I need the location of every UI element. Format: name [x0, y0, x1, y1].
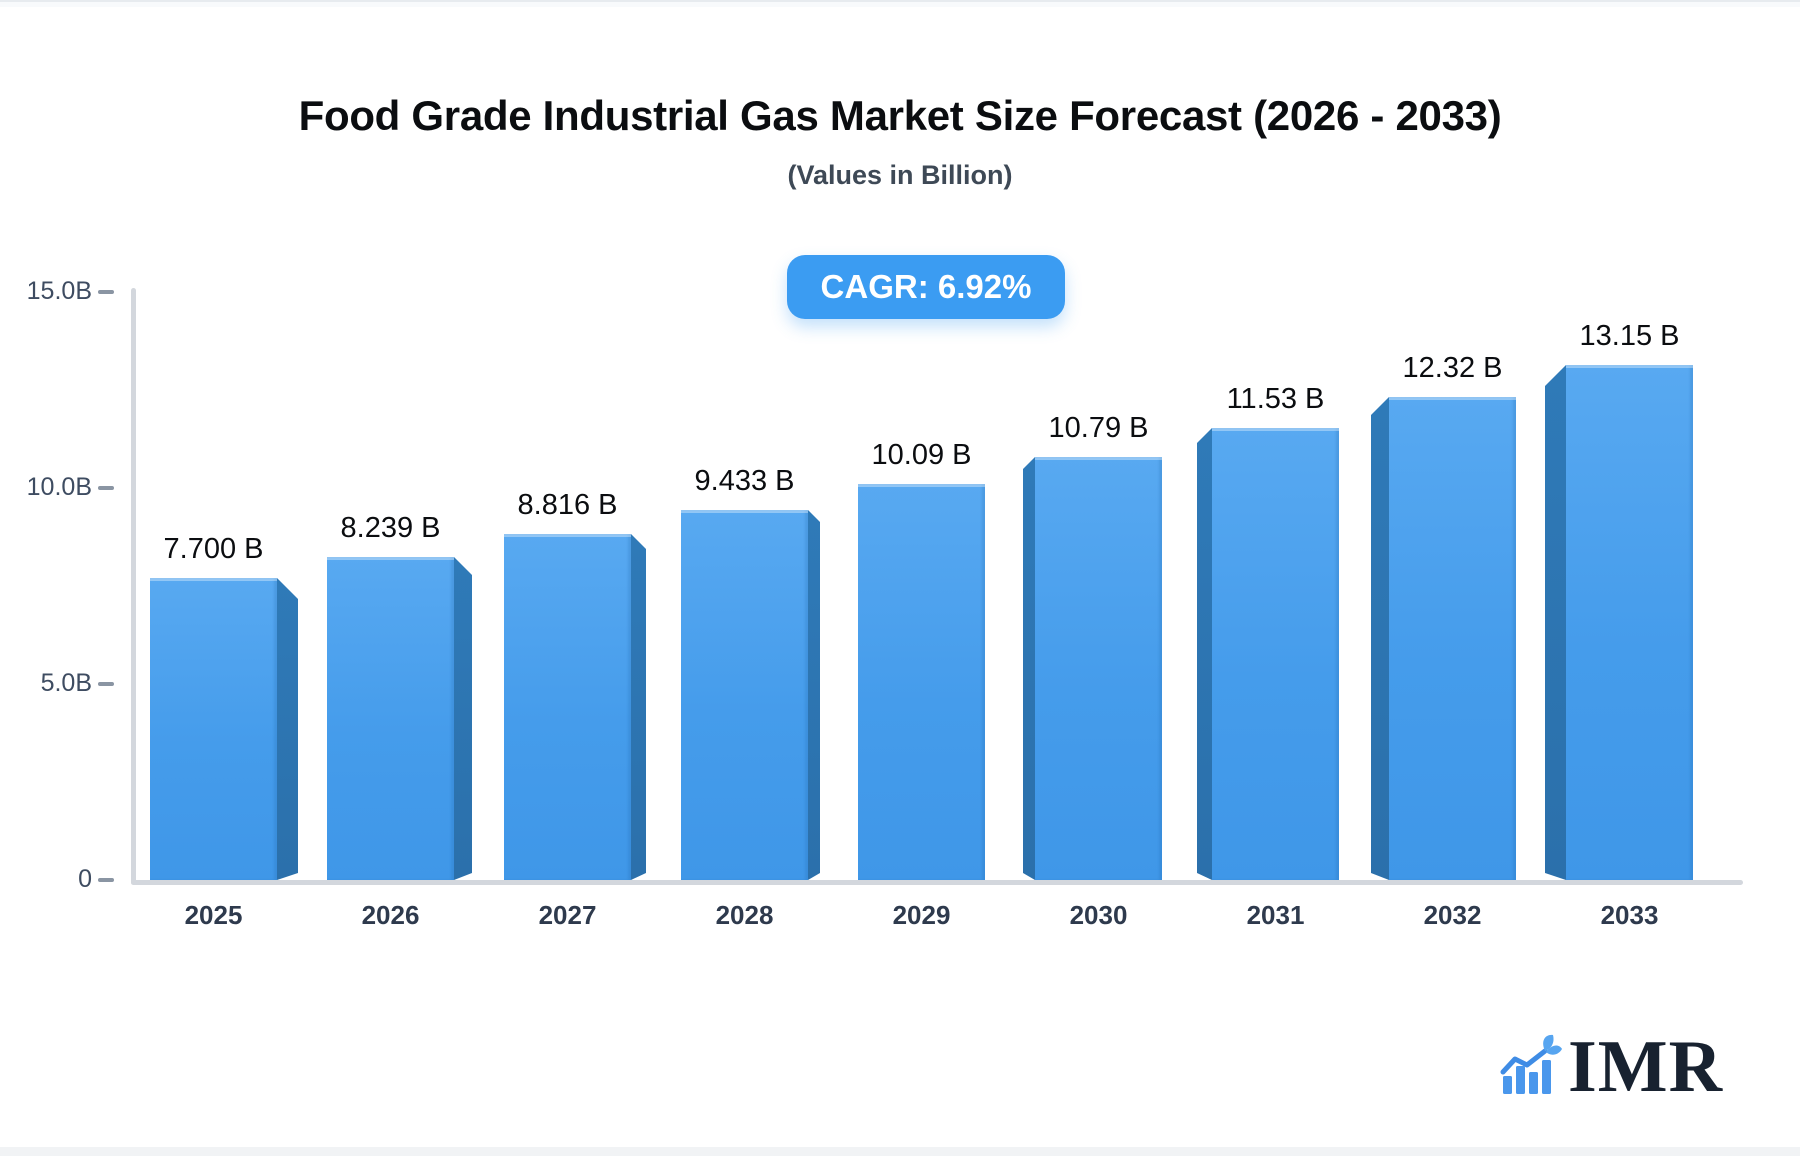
bar-2030[interactable]: [1035, 457, 1162, 880]
bar-value-label: 11.53 B: [1226, 383, 1325, 415]
bar-3d-side: [1023, 457, 1035, 880]
bar-2031[interactable]: [1212, 428, 1339, 880]
y-tick-mark: [98, 682, 114, 686]
bar-value-label: 9.433 B: [694, 465, 795, 497]
bar-2025[interactable]: [150, 578, 277, 880]
chart-subtitle: (Values in Billion): [787, 160, 1013, 190]
x-tick-label-2028: 2028: [715, 900, 774, 930]
y-tick-label: 0: [78, 865, 92, 893]
bar-2033[interactable]: [1566, 365, 1693, 880]
y-axis-line: [131, 288, 136, 885]
x-tick-label-2027: 2027: [538, 900, 597, 930]
top-edge-divider: [0, 0, 1800, 7]
bar-3d-side: [1545, 365, 1566, 880]
bar-value-label: 10.09 B: [871, 439, 972, 471]
x-tick-label-2026: 2026: [361, 900, 420, 930]
x-tick-label-2025: 2025: [184, 900, 243, 930]
bar-2028[interactable]: [681, 510, 808, 880]
x-tick-label-2033: 2033: [1600, 900, 1659, 930]
y-tick-label: 5.0B: [40, 669, 92, 697]
imr-logo[interactable]: IMR: [1500, 1026, 1724, 1108]
y-tick-mark: [98, 486, 114, 490]
x-tick-label-2029: 2029: [892, 900, 951, 930]
x-tick-label-2030: 2030: [1069, 900, 1128, 930]
bar-value-label: 7.700 B: [163, 533, 264, 565]
bar-2026[interactable]: [327, 557, 454, 880]
cagr-badge: CAGR: 6.92%: [787, 255, 1065, 319]
bar-3d-side: [631, 534, 646, 880]
y-tick-mark: [98, 878, 114, 882]
bar-3d-side: [454, 557, 472, 880]
bar-2029[interactable]: [858, 484, 985, 880]
imr-logo-text: IMR: [1568, 1026, 1724, 1108]
bar-value-label: 13.15 B: [1579, 320, 1680, 352]
bar-3d-side: [277, 578, 298, 880]
y-tick-mark: [98, 290, 114, 294]
bar-chart-growth-leaf-icon: [1500, 1034, 1562, 1094]
chart-title: Food Grade Industrial Gas Market Size Fo…: [298, 92, 1502, 139]
bar-2032[interactable]: [1389, 397, 1516, 880]
bar-3d-side: [1197, 428, 1212, 880]
bar-value-label: 12.32 B: [1402, 352, 1503, 384]
plot-area: 15.0B 10.0B 5.0B 0 7.700 B 2025 8.239 B 2026 8.8…: [27, 279, 1743, 930]
bottom-edge-divider: [0, 1147, 1800, 1156]
x-tick-label-2032: 2032: [1423, 900, 1482, 930]
bar-value-label: 10.79 B: [1048, 412, 1149, 444]
y-tick-label: 10.0B: [26, 473, 92, 501]
bar-3d-side: [808, 510, 820, 880]
bar-value-label: 8.816 B: [517, 489, 618, 521]
x-axis-line: [131, 880, 1743, 885]
bar-value-label: 8.239 B: [340, 512, 441, 544]
y-tick-label: 15.0B: [26, 277, 92, 305]
bar-2027[interactable]: [504, 534, 631, 880]
bar-3d-side: [1371, 397, 1389, 880]
x-tick-label-2031: 2031: [1246, 900, 1305, 930]
